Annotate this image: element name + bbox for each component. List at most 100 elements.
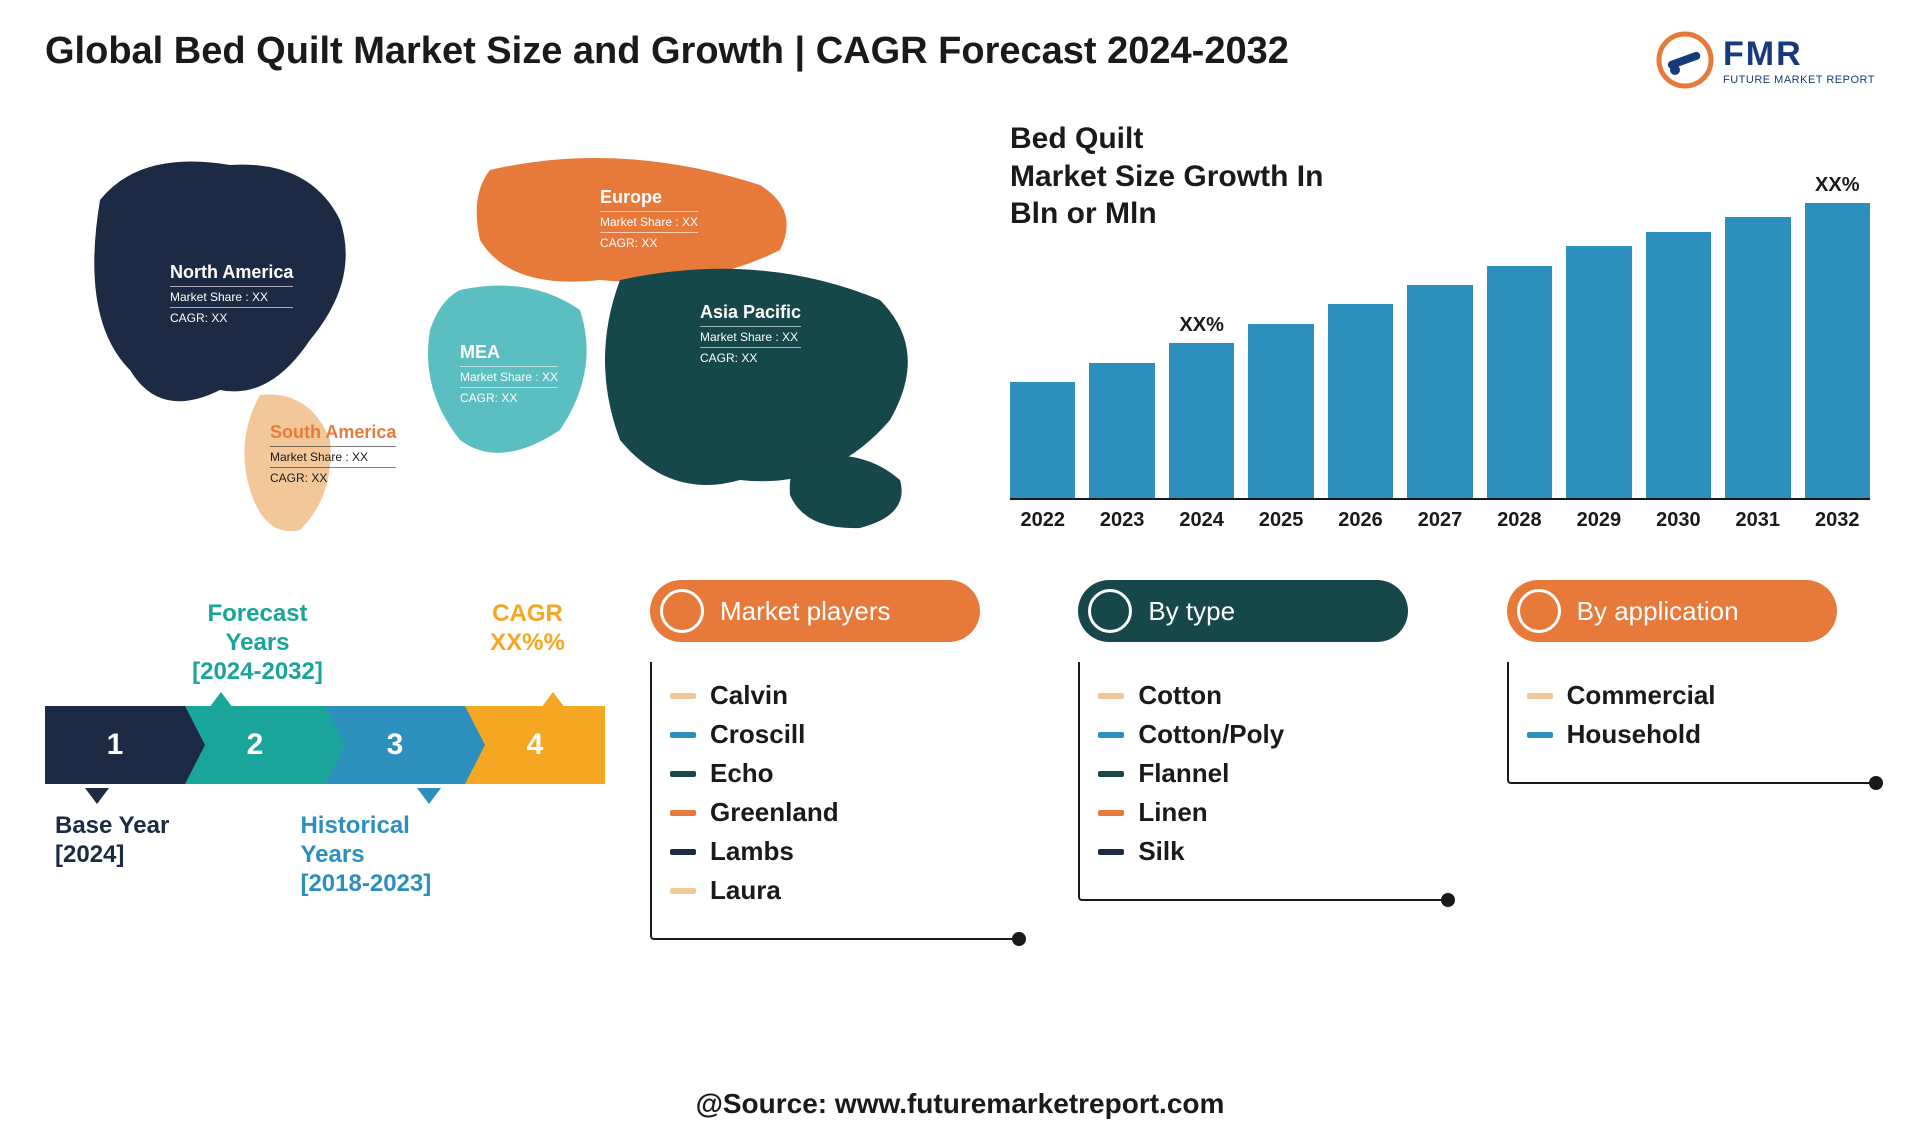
bar <box>1805 203 1870 498</box>
list-item-label: Silk <box>1138 836 1184 867</box>
bar <box>1487 266 1552 498</box>
bar <box>1646 232 1711 498</box>
bar-column: 2027 <box>1407 285 1472 498</box>
tick-icon <box>670 693 696 699</box>
historical-label: Historical Years <box>300 812 409 868</box>
tick-icon <box>1098 693 1124 699</box>
timeline: Forecast Years [2024-2032] CAGR XX%% 1 2… <box>45 600 605 899</box>
bar <box>1566 246 1631 498</box>
bar-column: 2026 <box>1328 304 1393 498</box>
timeline-segment: 1 <box>45 706 185 784</box>
bar <box>1328 304 1393 498</box>
bar-year-label: 2025 <box>1259 509 1304 532</box>
list-item: Linen <box>1098 793 1428 832</box>
bar-year-label: 2022 <box>1020 509 1065 532</box>
list-item-label: Laura <box>710 875 781 906</box>
by-application-column: By application CommercialHousehold <box>1507 580 1875 940</box>
list-item: Silk <box>1098 832 1428 871</box>
bar-year-label: 2030 <box>1656 509 1701 532</box>
bar <box>1089 363 1154 498</box>
list-item: Lambs <box>670 832 1000 871</box>
list-item: Cotton/Poly <box>1098 715 1428 754</box>
list-item: Cotton <box>1098 676 1428 715</box>
bar-column: 2023 <box>1089 363 1154 498</box>
cagr-value: XX%% <box>490 629 565 656</box>
tick-icon <box>1527 732 1553 738</box>
region-north-america: North America Market Share : XX CAGR: XX <box>170 260 293 327</box>
logo-main: FMR <box>1723 35 1875 74</box>
forecast-range: [2024-2032] <box>192 658 323 685</box>
bar-column: 2025 <box>1248 324 1313 498</box>
bar <box>1248 324 1313 498</box>
bar <box>1169 343 1234 498</box>
cagr-label: CAGR <box>492 600 563 627</box>
bar-year-label: 2028 <box>1497 509 1542 532</box>
by-type-pill: By type <box>1078 580 1408 642</box>
bar-year-label: 2032 <box>1815 509 1860 532</box>
arrow-down-icon <box>85 788 109 804</box>
base-year-range: [2024] <box>55 841 124 868</box>
list-item-label: Commercial <box>1567 680 1716 711</box>
tick-icon <box>670 849 696 855</box>
page-title: Global Bed Quilt Market Size and Growth … <box>45 30 1289 73</box>
market-players-column: Market players CalvinCroscillEchoGreenla… <box>650 580 1018 940</box>
list-item-label: Cotton <box>1138 680 1222 711</box>
list-item: Flannel <box>1098 754 1428 793</box>
list-item: Laura <box>670 871 1000 910</box>
historical-range: [2018-2023] <box>300 870 431 897</box>
region-south-america: South America Market Share : XX CAGR: XX <box>270 420 396 487</box>
by-type-column: By type Cotton Cotton/Poly Flannel Linen Sil… <box>1078 580 1446 940</box>
world-map: North America Market Share : XX CAGR: XX… <box>60 140 960 540</box>
tick-icon <box>670 732 696 738</box>
tick-icon <box>1527 693 1553 699</box>
bar-year-label: 2023 <box>1100 509 1145 532</box>
tick-icon <box>670 771 696 777</box>
logo-sub: FUTURE MARKET REPORT <box>1723 74 1875 86</box>
tick-icon <box>670 888 696 894</box>
chart-title-l2: Market Size Growth In <box>1010 160 1323 193</box>
timeline-segment: 4 <box>465 706 605 784</box>
forecast-label: Forecast Years <box>207 600 307 656</box>
bar-year-label: 2027 <box>1418 509 1463 532</box>
market-players-pill: Market players <box>650 580 980 642</box>
bar-annotation: XX% <box>1179 314 1223 337</box>
list-item-label: Flannel <box>1138 758 1229 789</box>
list-item-label: Cotton/Poly <box>1138 719 1284 750</box>
timeline-segment: 2 <box>185 706 325 784</box>
source-line: @Source: www.futuremarketreport.com <box>0 1088 1920 1120</box>
timeline-segment: 3 <box>325 706 465 784</box>
bar-column: 2024XX% <box>1169 343 1234 498</box>
bar-column: 2029 <box>1566 246 1631 498</box>
chart-title-l1: Bed Quilt <box>1010 122 1143 155</box>
list-item: Calvin <box>670 676 1000 715</box>
bar-year-label: 2031 <box>1736 509 1781 532</box>
telescope-icon <box>1655 30 1715 90</box>
logo: FMR FUTURE MARKET REPORT <box>1655 30 1875 90</box>
list-item-label: Calvin <box>710 680 788 711</box>
bar <box>1725 217 1790 498</box>
dot-icon <box>1088 589 1132 633</box>
list-item: Commercial <box>1527 676 1857 715</box>
bar <box>1010 382 1075 498</box>
bar-column: 2022 <box>1010 382 1075 498</box>
list-item-label: Linen <box>1138 797 1207 828</box>
bar-annotation: XX% <box>1815 174 1859 197</box>
list-item: Croscill <box>670 715 1000 754</box>
region-mea: MEA Market Share : XX CAGR: XX <box>460 340 558 407</box>
bar <box>1407 285 1472 498</box>
region-europe: Europe Market Share : XX CAGR: XX <box>600 185 698 252</box>
tick-icon <box>1098 810 1124 816</box>
bar-column: 2032XX% <box>1805 203 1870 498</box>
bar-year-label: 2026 <box>1338 509 1383 532</box>
bar-column: 2030 <box>1646 232 1711 498</box>
tick-icon <box>1098 732 1124 738</box>
arrow-down-icon <box>417 788 441 804</box>
region-asia-pacific: Asia Pacific Market Share : XX CAGR: XX <box>700 300 801 367</box>
base-year-label: Base Year <box>55 812 169 839</box>
bar-year-label: 2029 <box>1577 509 1622 532</box>
dot-icon <box>1517 589 1561 633</box>
bar-column: 2031 <box>1725 217 1790 498</box>
bar-year-label: 2024 <box>1179 509 1224 532</box>
tick-icon <box>1098 849 1124 855</box>
list-item: Echo <box>670 754 1000 793</box>
